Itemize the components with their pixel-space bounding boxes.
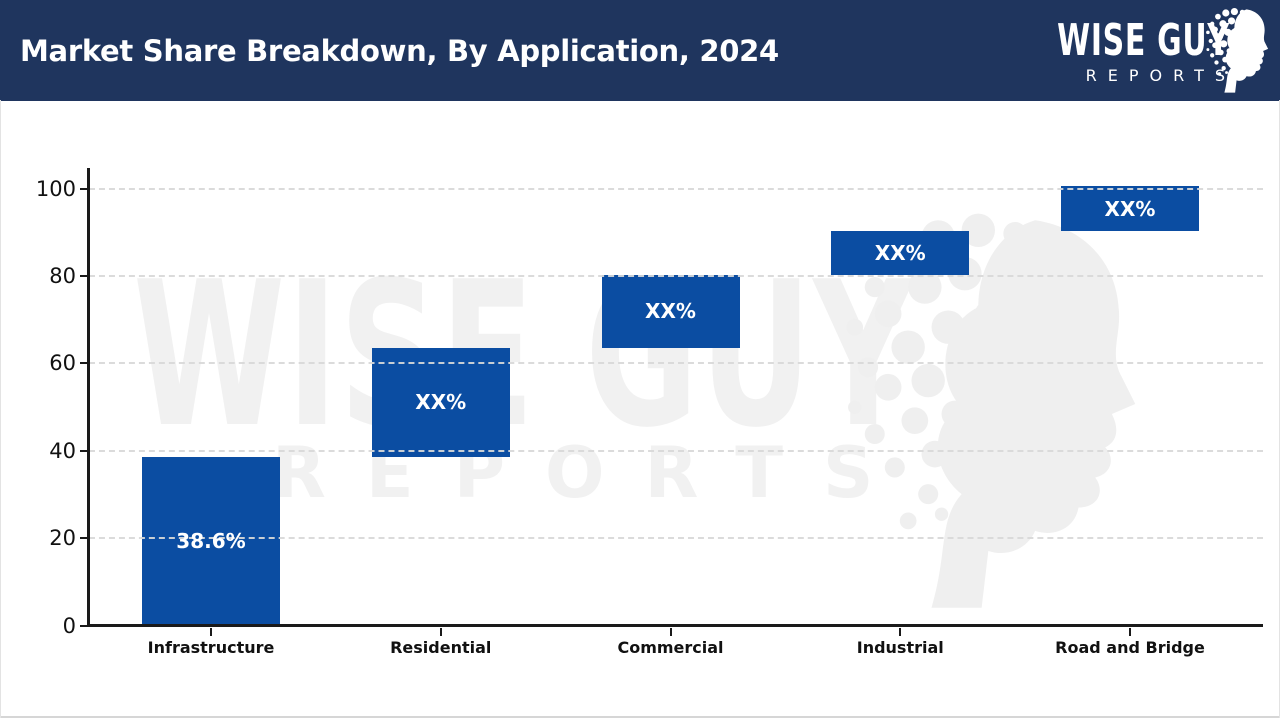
gridline-80 (89, 274, 1263, 277)
x-tick-4 (899, 628, 902, 636)
x-category-label: Infrastructure (147, 638, 275, 657)
waterfall-chart: WISE GUY REPORTS 0 20 40 60 80 100 38.6% XX% XX… (0, 101, 1280, 716)
y-tick-label-60: 60 (49, 351, 76, 376)
bar-value-label: XX% (874, 240, 926, 265)
bottom-border (0, 716, 1280, 718)
y-axis-spine (87, 168, 90, 627)
logo-wordmark: WISE GUY REPORTS (976, 14, 1230, 84)
logo-brand-sub: REPORTS (1085, 65, 1236, 85)
page-title: Market Share Breakdown, By Application, … (20, 34, 779, 68)
y-tick-label-20: 20 (49, 526, 76, 551)
gridline-60 (89, 362, 1263, 365)
gridline-40 (89, 449, 1263, 452)
x-category-label: Road and Bridge (1055, 638, 1205, 657)
watermark-text-sub: REPORTS (272, 432, 914, 514)
y-tick-20 (80, 537, 88, 540)
bar-value-label: 38.6% (176, 529, 246, 554)
x-axis-spine (87, 624, 1263, 627)
bar-infrastructure (142, 456, 280, 626)
header-bar: Market Share Breakdown, By Application, … (0, 0, 1280, 101)
bar-value-label: XX% (1104, 196, 1156, 221)
y-tick-label-100: 100 (35, 176, 76, 201)
x-tick-2 (439, 628, 442, 636)
x-category-label: Commercial (617, 638, 724, 657)
y-tick-100 (80, 187, 88, 190)
watermark-text: WISE GUY (133, 239, 915, 472)
y-tick-40 (80, 449, 88, 452)
y-tick-80 (80, 274, 88, 277)
left-border (0, 100, 1, 718)
x-tick-3 (669, 628, 672, 636)
gridline-20 (89, 537, 1263, 540)
x-tick-1 (210, 628, 212, 636)
bar-value-label: XX% (415, 390, 467, 415)
gridline-100 (89, 187, 1263, 190)
x-tick-5 (1129, 628, 1131, 636)
logo-brand-name: WISE GUY (1057, 14, 1230, 66)
x-category-label: Industrial (856, 638, 944, 657)
wise-guy-logo: WISE GUY REPORTS (976, 4, 1274, 98)
y-tick-label-40: 40 (49, 438, 76, 463)
bar-value-label: XX% (645, 299, 696, 324)
bar-residential (371, 347, 510, 457)
bar-commercial (601, 275, 740, 348)
y-tick-label-0: 0 (62, 613, 76, 638)
y-tick-label-80: 80 (49, 263, 76, 288)
y-tick-0 (80, 624, 88, 627)
bar-road-and-bridge (1061, 186, 1199, 231)
bar-industrial (831, 230, 970, 275)
x-category-label: Residential (390, 638, 492, 657)
y-tick-60 (80, 362, 88, 365)
